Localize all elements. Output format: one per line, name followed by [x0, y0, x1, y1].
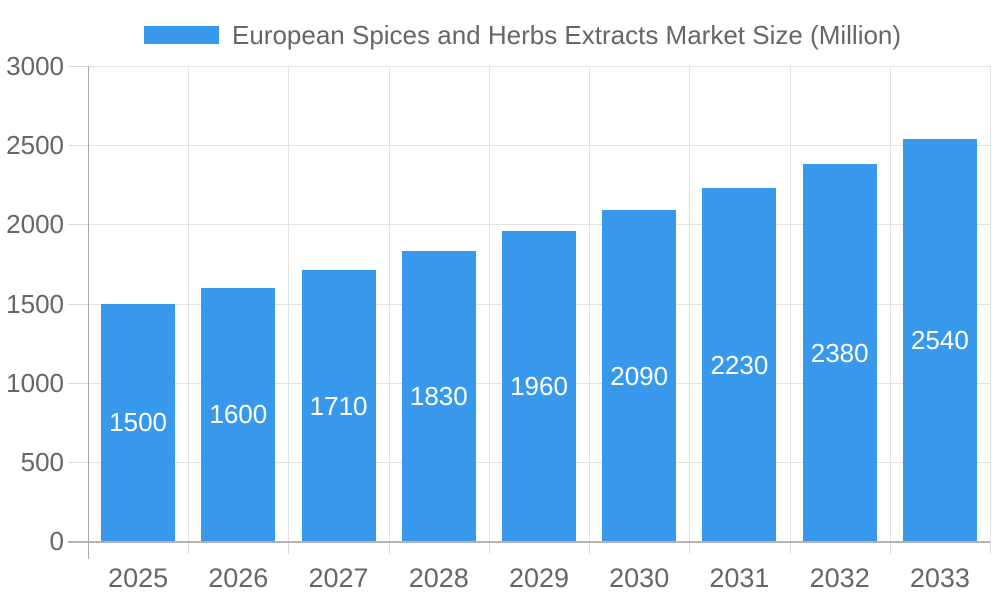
- legend-label[interactable]: European Spices and Herbs Extracts Marke…: [232, 19, 902, 50]
- x-axis-label: 2029: [508, 563, 570, 593]
- h-gridline: [88, 224, 990, 225]
- x-tick: [790, 541, 791, 554]
- y-axis-label: 500: [20, 447, 64, 477]
- y-tick: [68, 383, 88, 384]
- y-tick: [68, 224, 88, 225]
- x-axis-label: 2032: [809, 563, 870, 593]
- x-tick: [890, 541, 891, 554]
- bar-2025[interactable]: [101, 303, 176, 541]
- y-axis-label: 1500: [6, 289, 64, 319]
- y-tick: [68, 66, 88, 67]
- v-gridline: [990, 66, 991, 541]
- h-gridline: [88, 145, 990, 146]
- y-axis-label: 1000: [6, 368, 64, 398]
- v-gridline: [890, 66, 891, 541]
- x-axis-label: 2033: [909, 563, 970, 593]
- x-tick: [288, 541, 289, 554]
- x-tick: [990, 541, 991, 554]
- v-gridline: [589, 66, 590, 541]
- y-axis-label: 0: [49, 526, 64, 556]
- y-tick: [68, 145, 88, 146]
- legend-swatch[interactable]: [144, 26, 219, 44]
- x-tick: [689, 541, 690, 554]
- x-axis-label: 2026: [208, 563, 269, 593]
- y-tick: [68, 304, 88, 305]
- x-tick: [389, 541, 390, 554]
- h-gridline: [88, 66, 990, 67]
- bar-2027[interactable]: [301, 270, 376, 542]
- bar-2028[interactable]: [401, 251, 476, 542]
- v-gridline: [790, 66, 791, 541]
- x-tick: [188, 541, 189, 554]
- x-axis-label: 2027: [308, 563, 369, 593]
- x-axis-label: 2031: [709, 563, 770, 593]
- x-tick: [589, 541, 590, 554]
- x-tick: [489, 541, 490, 554]
- v-gridline: [689, 66, 690, 541]
- bar-2031[interactable]: [702, 187, 777, 541]
- bar-2033[interactable]: [902, 138, 977, 541]
- y-tick: [68, 462, 88, 463]
- bar-2026[interactable]: [201, 287, 276, 541]
- x-axis-label: 2028: [408, 563, 469, 593]
- v-gridline: [489, 66, 490, 541]
- v-gridline: [288, 66, 289, 541]
- chart-legend[interactable]: European Spices and Herbs Extracts Marke…: [144, 20, 901, 50]
- v-gridline: [188, 66, 189, 541]
- bar-2030[interactable]: [602, 210, 677, 541]
- y-axis-label: 2000: [6, 209, 64, 239]
- x-axis-label: 2025: [108, 563, 169, 593]
- bar-2029[interactable]: [502, 230, 576, 541]
- x-axis-line: [68, 541, 990, 543]
- y-axis-label: 3000: [6, 51, 64, 81]
- v-gridline: [389, 66, 390, 541]
- y-axis-label: 2500: [6, 130, 64, 160]
- bar-2032[interactable]: [802, 164, 877, 541]
- y-axis-line: [88, 66, 89, 559]
- x-axis-label: 2030: [609, 563, 670, 593]
